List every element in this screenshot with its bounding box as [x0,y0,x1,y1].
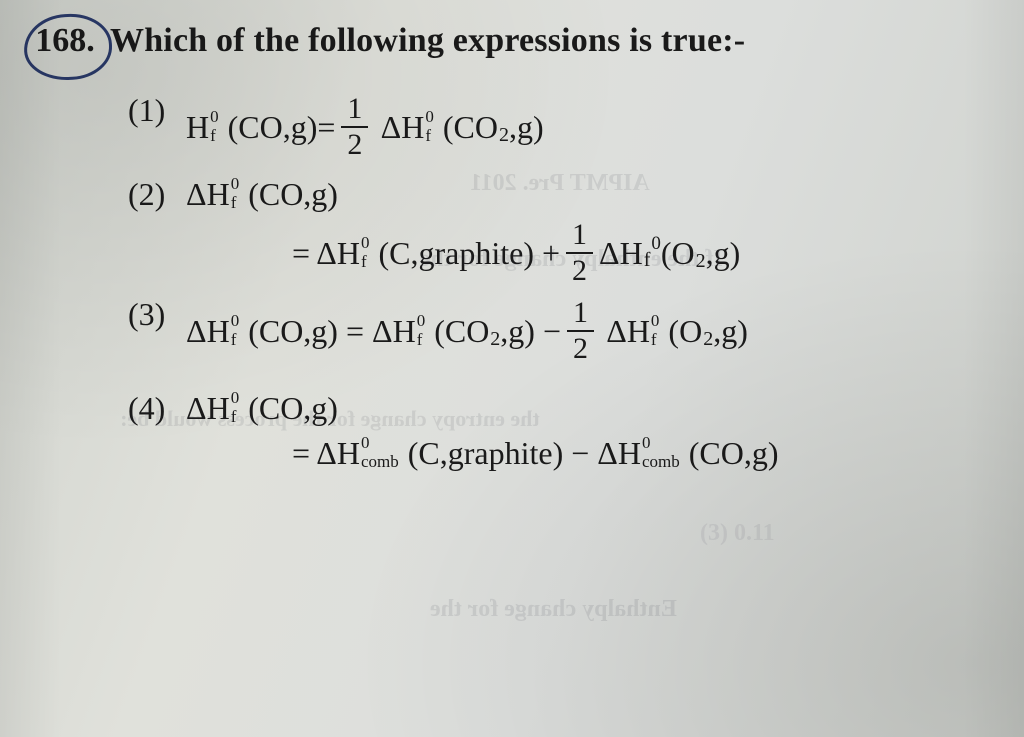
ghost-text: (3) 0.11 [700,520,775,547]
superscript: 0 [231,313,240,329]
hcomb-supsub: 0 comb [361,437,399,469]
fraction: 1 2 [341,94,368,160]
option-3: (3) ΔH 0 f (CO,g) = ΔH 0 f (CO 2 ,g) − 1 [128,298,996,364]
numerator: 1 [567,298,594,328]
superscript: 0 [231,390,240,406]
expr-text: (CO,g)= [220,111,336,143]
expr-text: (O [660,315,702,347]
subscript: f [425,128,434,144]
expr-text: ,g) [706,235,741,272]
subscript: comb [361,454,399,470]
hf-supsub: 0 f [417,315,426,347]
expr-text: ΔH [374,111,424,143]
expr-text: ΔH [186,315,230,347]
subscript: 2 [490,329,500,349]
superscript: 0 [642,435,680,451]
option-expression: = ΔH 0 f (C,graphite) + 1 2 ΔH f 0 (O 2 … [292,220,996,286]
option-expression: = ΔH 0 comb (C,graphite) − ΔH 0 comb (CO… [292,435,996,472]
ghost-text: Enthalpy change for the [430,596,677,623]
superscript: 0 [361,435,399,451]
expr-text: (O [661,235,695,272]
superscript: 0 [231,176,240,192]
expr-text: (CO,g) [240,178,338,210]
superscript: 0 [651,313,660,329]
numerator: 1 [341,94,368,124]
option-4-continuation: = ΔH 0 comb (C,graphite) − ΔH 0 comb (CO… [292,435,996,472]
hf-supsub: 0 f [231,392,240,424]
option-expression: H 0 f (CO,g)= 1 2 ΔH 0 f (CO 2 , [186,94,544,160]
subscript: f [417,332,426,348]
hcomb-supsub: 0 comb [642,437,680,469]
expr-text: (CO,g) [240,392,338,424]
page: AIPMT Pre. 2011 If the enthalpy change f… [0,0,1024,737]
superscript: 0 [425,109,434,125]
superscript: 0 [361,235,370,251]
option-2-continuation: = ΔH 0 f (C,graphite) + 1 2 ΔH f 0 (O 2 … [292,220,996,286]
subscript: f [361,254,370,270]
hf-supsub: 0 f [425,111,434,143]
expr-text: (CO [435,111,498,143]
option-4: (4) ΔH 0 f (CO,g) [128,392,996,424]
denominator: 2 [567,334,594,364]
hf-supsub: 0 f [210,111,219,143]
subscript: f [231,409,240,425]
question-number-wrap: 168. [22,18,110,78]
expr-text: (C,graphite) + [370,235,560,272]
expr-text: = ΔH [292,435,360,472]
question-number: 168. [22,22,108,60]
subscript: f [644,249,651,272]
question-row: 168. Which of the following expressions … [22,18,996,78]
hf-supsub: 0 f [231,315,240,347]
expr-text: ,g) [509,111,544,143]
expr-text: (C,graphite) − ΔH [400,435,641,472]
hf-supsub: 0 f [231,178,240,210]
expr-text: ΔH [186,178,230,210]
numerator: 1 [566,220,593,250]
expr-text: (CO,g) = ΔH [240,315,416,347]
subscript: 2 [499,125,509,145]
superscript: 0 [651,233,661,255]
fraction: 1 2 [566,220,593,286]
expr-text: (CO [426,315,489,347]
expr-text: (CO,g) [681,435,779,472]
fraction: 1 2 [567,298,594,364]
denominator: 2 [566,256,593,286]
superscript: 0 [210,109,219,125]
superscript: 0 [417,313,426,329]
option-expression: ΔH 0 f (CO,g) [186,178,338,210]
subscript: f [231,195,240,211]
option-label: (3) [128,298,186,330]
expr-text: = ΔH [292,235,360,272]
subscript: f [210,128,219,144]
subscript: f [651,332,660,348]
expr-text: H [186,111,209,143]
option-2: (2) ΔH 0 f (CO,g) [128,178,996,210]
option-label: (4) [128,392,186,424]
option-label: (1) [128,94,186,126]
hf-supsub: 0 f [651,315,660,347]
expr-text: ΔH [599,235,643,272]
expr-text: ,g) − [500,315,561,347]
question-text: Which of the following expressions is tr… [110,18,745,60]
subscript: comb [642,454,680,470]
option-expression: ΔH 0 f (CO,g) [186,392,338,424]
expr-text: ΔH [600,315,650,347]
options-list: (1) H 0 f (CO,g)= 1 2 ΔH 0 f (CO [128,94,996,472]
subscript: f [231,332,240,348]
option-expression: ΔH 0 f (CO,g) = ΔH 0 f (CO 2 ,g) − 1 2 [186,298,748,364]
expr-text: ΔH [186,392,230,424]
subscript: 2 [703,329,713,349]
expr-text: ,g) [713,315,748,347]
option-label: (2) [128,178,186,210]
hf-supsub: 0 f [361,237,370,269]
subscript: 2 [696,250,706,273]
denominator: 2 [341,130,368,160]
option-1: (1) H 0 f (CO,g)= 1 2 ΔH 0 f (CO [128,94,996,160]
